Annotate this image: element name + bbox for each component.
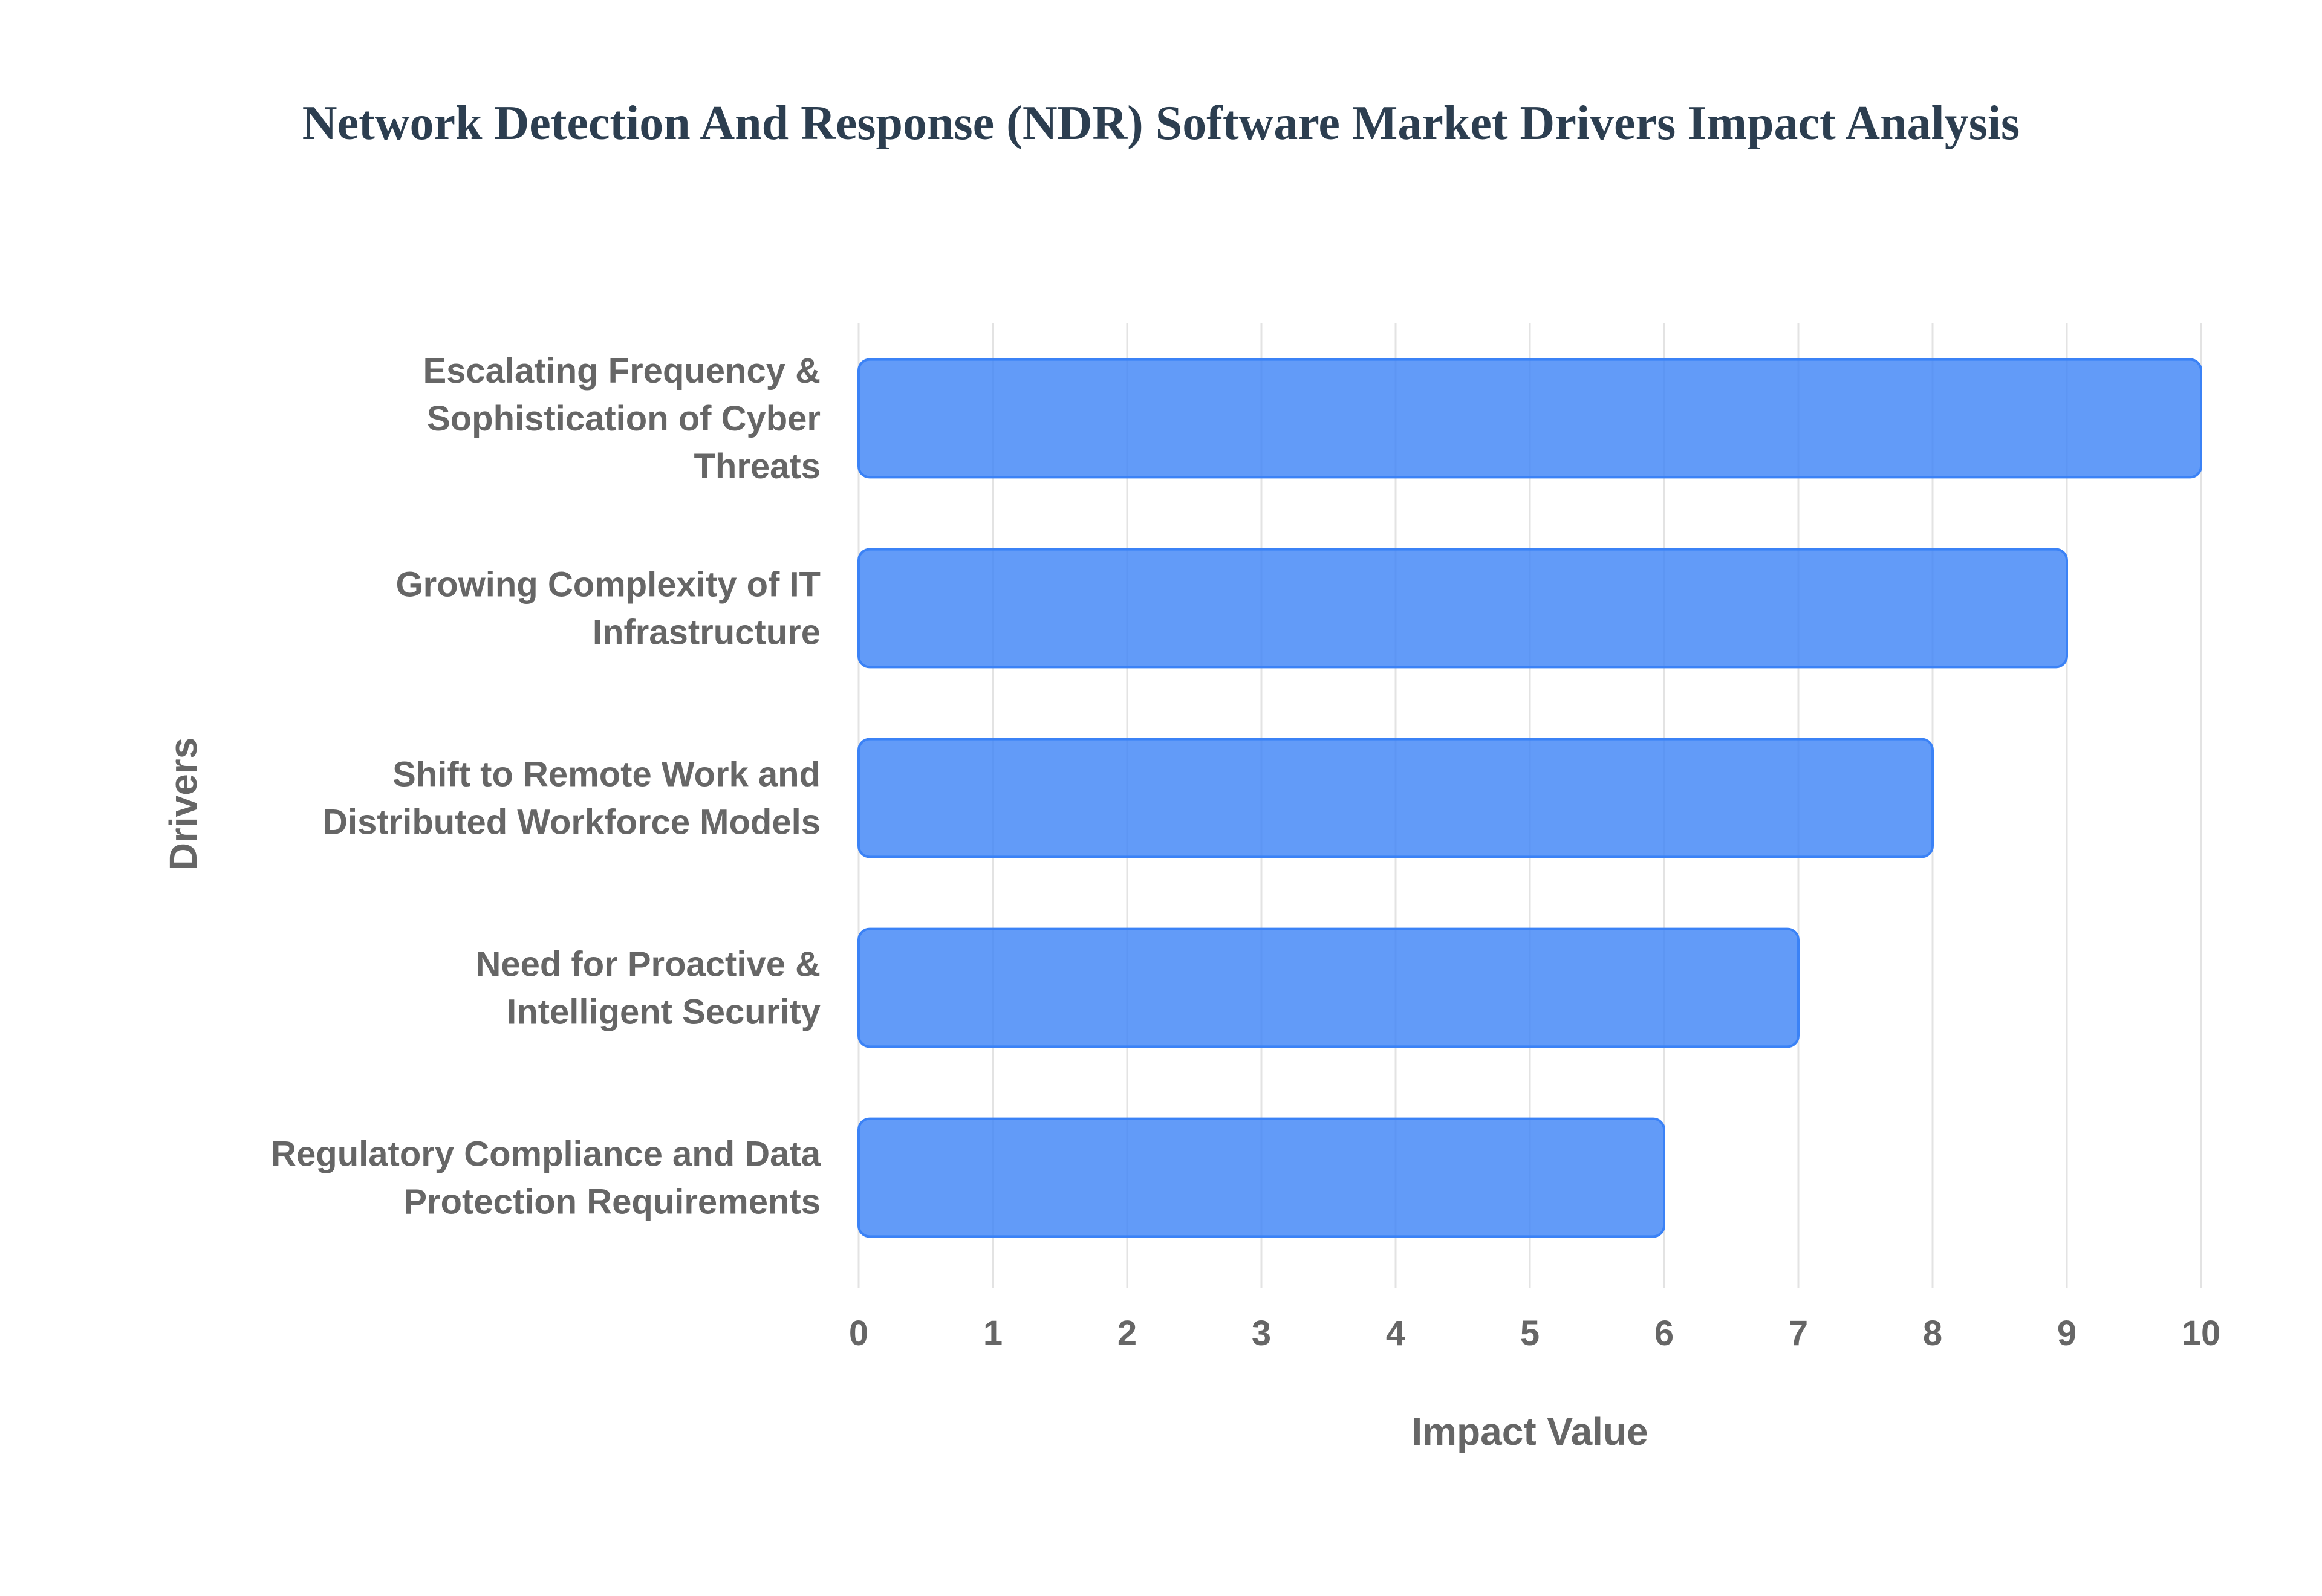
category-label-line: Escalating Frequency & bbox=[423, 351, 821, 391]
category-label-line: Sophistication of Cyber bbox=[427, 399, 821, 438]
chart-title: Network Detection And Response (NDR) Sof… bbox=[302, 97, 2020, 150]
category-label: Need for Proactive & Intelligent Security bbox=[475, 945, 821, 1032]
x-axis-title: Impact Value bbox=[1411, 1410, 1648, 1453]
category-label-line: Need for Proactive & bbox=[475, 945, 821, 984]
bar-4 bbox=[857, 1117, 1665, 1238]
category-labels: Escalating Frequency & Sophistication of … bbox=[271, 351, 821, 1222]
category-label: Shift to Remote Work and Distributed Work… bbox=[322, 755, 821, 842]
category-label: Growing Complexity of IT Infrastructure bbox=[396, 565, 821, 652]
x-tick-labels: 0 1 2 3 4 5 6 7 8 9 10 bbox=[849, 1314, 2220, 1353]
x-tick-label: 8 bbox=[1923, 1314, 1942, 1353]
x-tick-label: 5 bbox=[1520, 1314, 1540, 1353]
category-label-line: Intelligent Security bbox=[507, 993, 821, 1032]
bar-0 bbox=[857, 358, 2202, 479]
x-tick-label: 10 bbox=[2182, 1314, 2221, 1353]
category-label: Regulatory Compliance and Data Protection… bbox=[271, 1135, 821, 1222]
category-label-line: Shift to Remote Work and bbox=[392, 755, 821, 794]
bar-3 bbox=[857, 927, 1800, 1048]
category-label-line: Protection Requirements bbox=[403, 1182, 821, 1222]
x-tick-label: 4 bbox=[1386, 1314, 1405, 1353]
bar-1 bbox=[857, 548, 2068, 669]
x-tick-label: 3 bbox=[1252, 1314, 1271, 1353]
x-tick-label: 2 bbox=[1117, 1314, 1137, 1353]
x-tick-label: 0 bbox=[849, 1314, 868, 1353]
x-tick-label: 7 bbox=[1789, 1314, 1808, 1353]
category-label-line: Growing Complexity of IT bbox=[396, 565, 821, 605]
bar-2 bbox=[857, 738, 1934, 858]
category-label-line: Threats bbox=[694, 447, 821, 486]
category-label: Escalating Frequency & Sophistication of … bbox=[423, 351, 821, 486]
x-tick-label: 9 bbox=[2057, 1314, 2076, 1353]
category-label-line: Regulatory Compliance and Data bbox=[271, 1135, 821, 1174]
y-axis-title: Drivers bbox=[161, 738, 205, 871]
x-tick-label: 1 bbox=[983, 1314, 1003, 1353]
bars bbox=[857, 358, 2202, 1238]
category-label-line: Infrastructure bbox=[593, 613, 821, 652]
category-label-line: Distributed Workforce Models bbox=[322, 803, 821, 842]
x-tick-label: 6 bbox=[1654, 1314, 1674, 1353]
